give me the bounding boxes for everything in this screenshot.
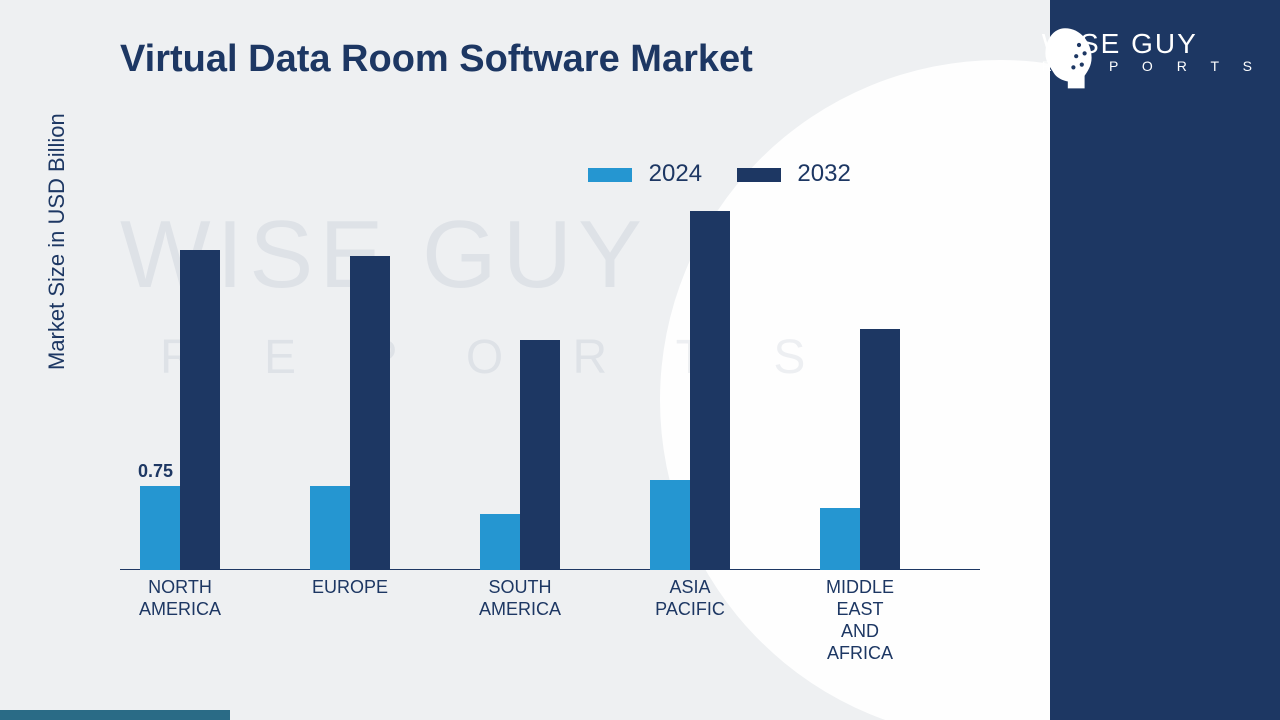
- chart-card: Virtual Data Room Software Market WISE G…: [0, 0, 1280, 720]
- bar-2032: [350, 256, 390, 570]
- x-tick-label: NORTHAMERICA: [110, 576, 250, 620]
- plot-area: 0.75: [120, 200, 980, 570]
- bar-2032: [860, 329, 900, 570]
- chart-title: Virtual Data Room Software Market: [120, 38, 753, 81]
- y-axis-label: Market Size in USD Billion: [44, 113, 70, 370]
- bar-2024: [820, 508, 860, 570]
- bar-2032: [180, 250, 220, 570]
- x-tick-label: EUROPE: [280, 576, 420, 598]
- footer-accent-bar: [0, 710, 230, 720]
- x-tick-label: MIDDLEEASTANDAFRICA: [790, 576, 930, 664]
- legend-swatch-2032: [737, 168, 781, 182]
- head-icon: [1030, 24, 1100, 94]
- legend-swatch-2024: [588, 168, 632, 182]
- legend: 2024 2032: [560, 160, 851, 188]
- x-tick-label: SOUTHAMERICA: [450, 576, 590, 620]
- bar-2024: [650, 480, 690, 570]
- brand-panel: [1050, 0, 1280, 720]
- bar-2032: [520, 340, 560, 570]
- legend-label-2024: 2024: [649, 160, 702, 187]
- bar-value-label: 0.75: [138, 461, 173, 482]
- bar-2024: [480, 514, 520, 570]
- bar-2024: [140, 486, 180, 570]
- x-tick-label: ASIAPACIFIC: [620, 576, 760, 620]
- bar-2032: [690, 211, 730, 570]
- legend-label-2032: 2032: [797, 160, 850, 187]
- bar-2024: [310, 486, 350, 570]
